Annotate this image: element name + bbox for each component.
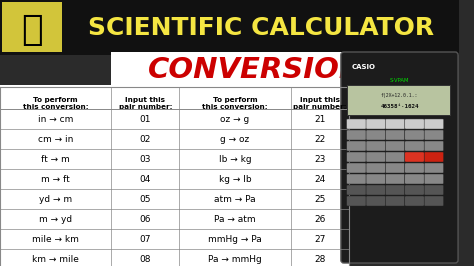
FancyBboxPatch shape [346, 141, 366, 151]
FancyBboxPatch shape [0, 0, 459, 55]
FancyBboxPatch shape [385, 196, 405, 206]
FancyBboxPatch shape [405, 141, 424, 151]
FancyBboxPatch shape [424, 130, 444, 140]
FancyBboxPatch shape [346, 163, 366, 173]
FancyBboxPatch shape [346, 185, 366, 195]
Text: cm → in: cm → in [38, 135, 73, 143]
FancyBboxPatch shape [405, 185, 424, 195]
FancyBboxPatch shape [405, 196, 424, 206]
FancyBboxPatch shape [424, 163, 444, 173]
FancyBboxPatch shape [424, 185, 444, 195]
FancyBboxPatch shape [385, 163, 405, 173]
FancyBboxPatch shape [424, 174, 444, 184]
Text: SCIENTIFIC CALCULATOR: SCIENTIFIC CALCULATOR [89, 16, 435, 40]
Text: To perform
this conversion:: To perform this conversion: [202, 97, 268, 110]
FancyBboxPatch shape [341, 52, 458, 263]
FancyBboxPatch shape [424, 152, 444, 162]
Text: 05: 05 [139, 194, 151, 203]
Text: m → ft: m → ft [41, 174, 70, 184]
Text: S·VPAM: S·VPAM [390, 77, 409, 82]
Text: yd → m: yd → m [39, 194, 72, 203]
Text: atm → Pa: atm → Pa [214, 194, 255, 203]
Text: in → cm: in → cm [38, 114, 73, 123]
Text: m → yd: m → yd [39, 214, 72, 223]
Text: 08: 08 [139, 255, 151, 264]
Text: 02: 02 [139, 135, 151, 143]
Text: oz → g: oz → g [220, 114, 249, 123]
FancyBboxPatch shape [385, 185, 405, 195]
Text: kg → lb: kg → lb [219, 174, 251, 184]
Text: 01: 01 [139, 114, 151, 123]
FancyBboxPatch shape [366, 141, 385, 151]
FancyBboxPatch shape [346, 130, 366, 140]
Text: Pa → mmHg: Pa → mmHg [208, 255, 262, 264]
Text: 25: 25 [314, 194, 325, 203]
Text: Input this
pair number:: Input this pair number: [293, 97, 346, 110]
FancyBboxPatch shape [385, 141, 405, 151]
Text: 28: 28 [314, 255, 325, 264]
FancyBboxPatch shape [424, 141, 444, 151]
FancyBboxPatch shape [346, 196, 366, 206]
FancyBboxPatch shape [366, 119, 385, 129]
FancyBboxPatch shape [346, 85, 450, 115]
Text: 21: 21 [314, 114, 325, 123]
FancyBboxPatch shape [111, 52, 421, 85]
Text: 24: 24 [314, 174, 325, 184]
FancyBboxPatch shape [366, 174, 385, 184]
FancyBboxPatch shape [385, 152, 405, 162]
Text: 46358ⁱ·1624: 46358ⁱ·1624 [380, 105, 419, 110]
FancyBboxPatch shape [405, 152, 424, 162]
Text: 26: 26 [314, 214, 325, 223]
Text: g → oz: g → oz [220, 135, 249, 143]
FancyBboxPatch shape [405, 163, 424, 173]
Text: mile → km: mile → km [32, 235, 79, 243]
Text: lb → kg: lb → kg [219, 155, 251, 164]
FancyBboxPatch shape [366, 196, 385, 206]
FancyBboxPatch shape [405, 130, 424, 140]
FancyBboxPatch shape [346, 174, 366, 184]
FancyBboxPatch shape [346, 152, 366, 162]
Text: 07: 07 [139, 235, 151, 243]
Text: Input this
pair number:: Input this pair number: [118, 97, 172, 110]
Text: To perform
this conversion:: To perform this conversion: [23, 97, 89, 110]
FancyBboxPatch shape [366, 130, 385, 140]
Text: Pa → atm: Pa → atm [214, 214, 255, 223]
Text: km → mile: km → mile [32, 255, 79, 264]
Text: 23: 23 [314, 155, 325, 164]
Text: CASIO: CASIO [352, 64, 375, 70]
FancyBboxPatch shape [366, 185, 385, 195]
Text: mmHg → Pa: mmHg → Pa [208, 235, 262, 243]
Text: 06: 06 [139, 214, 151, 223]
FancyBboxPatch shape [405, 174, 424, 184]
FancyBboxPatch shape [2, 2, 62, 52]
FancyBboxPatch shape [385, 119, 405, 129]
Text: 03: 03 [139, 155, 151, 164]
Text: 22: 22 [314, 135, 325, 143]
FancyBboxPatch shape [424, 196, 444, 206]
FancyBboxPatch shape [366, 152, 385, 162]
FancyBboxPatch shape [385, 130, 405, 140]
FancyBboxPatch shape [424, 119, 444, 129]
Text: 👍: 👍 [21, 13, 43, 47]
Text: f(2X+12.0.1.:: f(2X+12.0.1.: [381, 93, 418, 98]
FancyBboxPatch shape [405, 119, 424, 129]
Text: 27: 27 [314, 235, 325, 243]
FancyBboxPatch shape [366, 163, 385, 173]
Text: 04: 04 [139, 174, 151, 184]
FancyBboxPatch shape [385, 174, 405, 184]
Text: ft → m: ft → m [41, 155, 70, 164]
FancyBboxPatch shape [0, 85, 349, 266]
FancyBboxPatch shape [346, 119, 366, 129]
Text: CONVERSIONS: CONVERSIONS [148, 56, 385, 84]
